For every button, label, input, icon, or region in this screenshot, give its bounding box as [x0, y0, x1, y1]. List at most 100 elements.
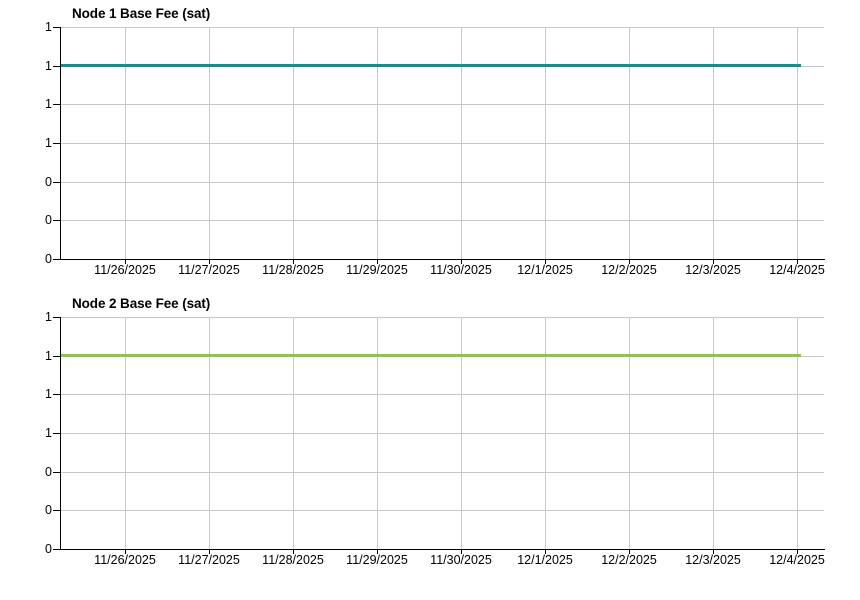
- x-axis-tick-label: 12/2/2025: [601, 263, 657, 277]
- x-axis-tick: [545, 549, 546, 554]
- y-axis-line-node-2: [60, 317, 61, 550]
- x-axis-tick-label: 12/1/2025: [517, 553, 573, 567]
- x-axis-tick: [377, 549, 378, 554]
- y-axis-tick: [53, 510, 60, 511]
- y-axis-tick-label: 0: [45, 252, 52, 266]
- x-axis-tick-label: 11/30/2025: [430, 553, 492, 567]
- y-axis-tick-label: 1: [45, 349, 52, 363]
- x-axis-tick: [797, 259, 798, 264]
- gridline-vertical: [209, 27, 210, 259]
- y-axis-tick-label: 1: [45, 20, 52, 34]
- x-axis-tick-label: 12/2/2025: [601, 553, 657, 567]
- x-axis-tick-label: 12/4/2025: [769, 263, 825, 277]
- gridline-vertical: [797, 317, 798, 549]
- gridline-vertical: [797, 27, 798, 259]
- gridline-horizontal: [60, 317, 824, 318]
- gridline-horizontal: [60, 510, 824, 511]
- chart-title-node-1: Node 1 Base Fee (sat): [72, 6, 211, 21]
- x-axis-tick: [209, 259, 210, 264]
- gridline-vertical: [713, 317, 714, 549]
- y-axis-tick: [53, 104, 60, 105]
- gridline-vertical: [125, 317, 126, 549]
- y-axis-tick-label: 0: [45, 465, 52, 479]
- series-line: [60, 354, 801, 358]
- x-axis-tick: [377, 259, 378, 264]
- x-axis-tick-label: 11/27/2025: [178, 553, 240, 567]
- x-axis-tick-label: 11/29/2025: [346, 553, 408, 567]
- chart-title-node-2: Node 2 Base Fee (sat): [72, 296, 211, 311]
- gridline-vertical: [377, 27, 378, 259]
- plot-area-node-1: [60, 27, 824, 260]
- x-axis-tick: [125, 259, 126, 264]
- y-axis-tick: [53, 220, 60, 221]
- x-axis-tick: [125, 549, 126, 554]
- gridline-vertical: [209, 317, 210, 549]
- y-axis-tick: [53, 394, 60, 395]
- x-axis-tick-label: 12/1/2025: [517, 263, 573, 277]
- gridline-horizontal: [60, 433, 824, 434]
- y-axis-tick-label: 1: [45, 310, 52, 324]
- x-axis-tick: [629, 259, 630, 264]
- x-axis-tick: [209, 549, 210, 554]
- y-axis-line-node-1: [60, 27, 61, 260]
- y-axis-tick-label: 1: [45, 387, 52, 401]
- gridline-vertical: [293, 317, 294, 549]
- gridline-horizontal: [60, 143, 824, 144]
- x-axis-tick: [293, 259, 294, 264]
- y-axis-tick-label: 0: [45, 175, 52, 189]
- gridline-horizontal: [60, 472, 824, 473]
- y-axis-tick-label: 1: [45, 426, 52, 440]
- x-axis-tick-label: 12/3/2025: [685, 263, 741, 277]
- x-axis-tick-label: 11/28/2025: [262, 263, 324, 277]
- y-axis-tick: [53, 259, 60, 260]
- gridline-vertical: [545, 27, 546, 259]
- gridline-horizontal: [60, 394, 824, 395]
- x-axis-tick: [797, 549, 798, 554]
- x-axis-line-node-2: [60, 549, 825, 550]
- y-axis-tick-label: 1: [45, 136, 52, 150]
- x-axis-line-node-1: [60, 259, 825, 260]
- x-axis-tick-label: 11/29/2025: [346, 263, 408, 277]
- y-axis-tick: [53, 356, 60, 357]
- x-axis-tick: [461, 549, 462, 554]
- gridline-vertical: [125, 27, 126, 259]
- x-axis-tick: [545, 259, 546, 264]
- gridline-vertical: [461, 27, 462, 259]
- gridline-vertical: [713, 27, 714, 259]
- y-axis-tick: [53, 549, 60, 550]
- gridline-vertical: [461, 317, 462, 549]
- gridline-vertical: [377, 317, 378, 549]
- gridline-vertical: [293, 27, 294, 259]
- y-axis-tick-label: 0: [45, 542, 52, 556]
- y-axis-labels-node-2: 1 1 1 1 0 0 0: [8, 290, 52, 580]
- x-axis-tick: [293, 549, 294, 554]
- x-axis-tick-label: 11/26/2025: [94, 263, 156, 277]
- chart-panel-node-2: Node 2 Base Fee (sat) 1 1 1 1 0 0 0 11/26/2025…: [0, 290, 860, 580]
- x-axis-tick-label: 12/4/2025: [769, 553, 825, 567]
- y-axis-tick-label: 1: [45, 59, 52, 73]
- gridline-horizontal: [60, 220, 824, 221]
- x-axis-tick-label: 11/26/2025: [94, 553, 156, 567]
- x-axis-tick-label: 12/3/2025: [685, 553, 741, 567]
- gridline-vertical: [629, 27, 630, 259]
- x-axis-tick-label: 11/27/2025: [178, 263, 240, 277]
- series-line: [60, 64, 801, 68]
- gridline-horizontal: [60, 104, 824, 105]
- gridline-horizontal: [60, 27, 824, 28]
- x-axis-tick: [629, 549, 630, 554]
- y-axis-labels-node-1: 1 1 1 1 0 0 0: [8, 0, 52, 290]
- x-axis-tick: [461, 259, 462, 264]
- x-axis-tick: [713, 259, 714, 264]
- gridline-horizontal: [60, 182, 824, 183]
- plot-area-node-2: [60, 317, 824, 550]
- y-axis-tick-label: 0: [45, 213, 52, 227]
- y-axis-tick: [53, 433, 60, 434]
- y-axis-tick: [53, 27, 60, 28]
- chart-panel-node-1: Node 1 Base Fee (sat) 1 1 1 1 0 0 0 11/26/2025…: [0, 0, 860, 290]
- y-axis-tick: [53, 317, 60, 318]
- y-axis-tick: [53, 472, 60, 473]
- y-axis-tick: [53, 143, 60, 144]
- x-axis-tick-label: 11/30/2025: [430, 263, 492, 277]
- y-axis-tick: [53, 66, 60, 67]
